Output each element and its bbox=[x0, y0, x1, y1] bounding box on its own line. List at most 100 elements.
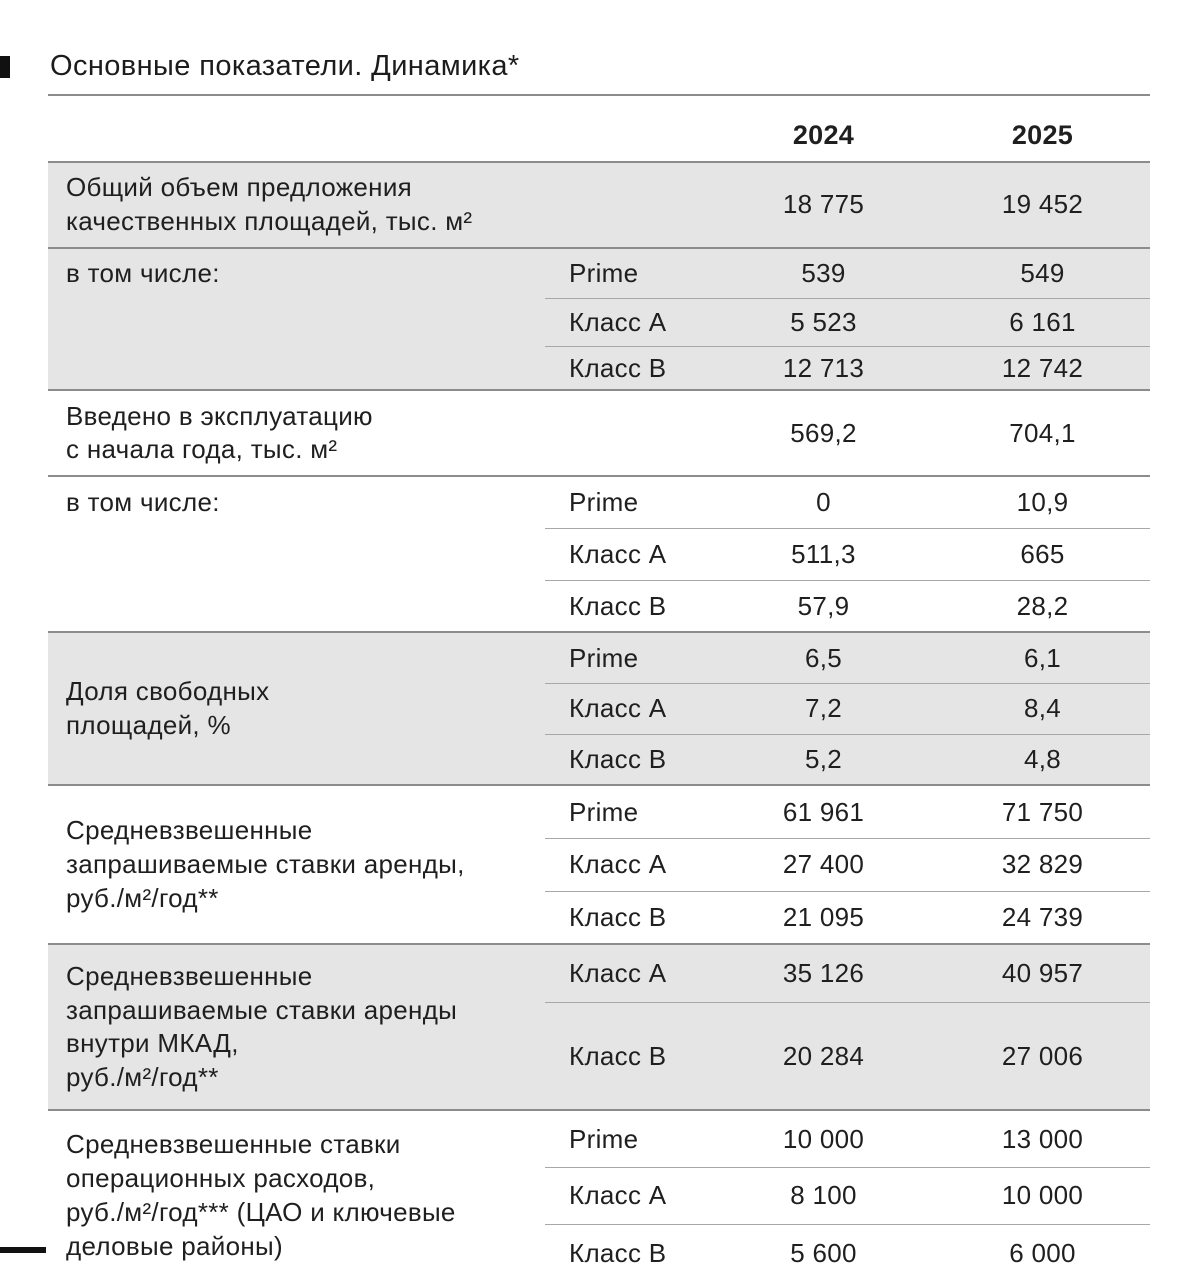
group-new-delivery: Введено в эксплуатацию с начала года, ты… bbox=[48, 390, 1150, 634]
row-label-empty bbox=[48, 528, 545, 580]
value-2025: 28,2 bbox=[935, 580, 1150, 634]
value-2024: 20 284 bbox=[712, 1002, 935, 1112]
class-label: Класс В bbox=[545, 346, 712, 392]
row-label: Средневзвешенные запрашиваемые ставки ар… bbox=[48, 785, 545, 946]
row-label: Введено в эксплуатацию с начала года, ты… bbox=[48, 390, 712, 478]
value-2025: 6 000 bbox=[1009, 1237, 1076, 1268]
class-label: Класс В bbox=[569, 1237, 667, 1268]
table-header: 2024 2025 bbox=[48, 96, 1150, 163]
value-2024: 7,2 bbox=[712, 683, 935, 735]
value-2024: 511,3 bbox=[712, 528, 935, 581]
row-label-empty bbox=[48, 298, 545, 347]
class-label: Класс В bbox=[545, 891, 712, 946]
table-row: Введено в эксплуатацию с начала года, ты… bbox=[48, 390, 1150, 478]
year-header-2024: 2024 bbox=[712, 96, 935, 163]
value-2024: 8 100 bbox=[712, 1167, 935, 1225]
table-row: Класс В 12 713 12 742 bbox=[48, 346, 1150, 392]
value-2024: 6,5 bbox=[712, 632, 935, 684]
row-label: Доля свободных площадей, % bbox=[48, 632, 545, 787]
row-label: Средневзвешенные запрашиваемые ставки ар… bbox=[48, 944, 545, 1112]
table-row: Класс В 5,2 4,8 bbox=[48, 734, 1150, 787]
table-row: Класс А 511,3 665 bbox=[48, 528, 1150, 581]
class-label: Класс В bbox=[545, 734, 712, 787]
value-2024: 18 775 bbox=[712, 162, 935, 249]
value-2025: 13 000 bbox=[935, 1110, 1150, 1168]
header-empty-cell bbox=[545, 96, 712, 163]
value-2024: 539 bbox=[712, 247, 935, 299]
value-2025: 19 452 bbox=[935, 162, 1150, 249]
value-2025: 71 750 bbox=[935, 785, 1150, 839]
page-corner-mark-bottom bbox=[0, 1247, 46, 1253]
class-label: Prime bbox=[545, 1110, 712, 1168]
table-row: в том числе: Prime 0 10,9 bbox=[48, 476, 1150, 529]
value-2025: 665 bbox=[935, 528, 1150, 581]
table-row: Класс А 5 523 6 161 bbox=[48, 298, 1150, 347]
value-2025: 10 000 bbox=[935, 1167, 1150, 1225]
table-row: Класс А 8 100 10 000 bbox=[48, 1167, 1150, 1225]
value-2025: 24 739 bbox=[935, 891, 1150, 946]
class-label: Класс А bbox=[545, 838, 712, 892]
value-2024: 12 713 bbox=[712, 346, 935, 392]
class-label: Класс А bbox=[545, 1167, 712, 1225]
value-2024: 5 600 bbox=[790, 1237, 857, 1268]
value-2025: 27 006 bbox=[935, 1002, 1150, 1112]
group-vacancy-rate: Доля свободных площадей, % Prime 6,5 6,1… bbox=[48, 632, 1150, 787]
class-label: Класс В bbox=[545, 580, 712, 634]
value-2024: 5,2 bbox=[712, 734, 935, 787]
class-label: Класс А bbox=[545, 528, 712, 581]
value-2024: 5 523 bbox=[712, 298, 935, 347]
sub-label: в том числе: bbox=[66, 486, 220, 517]
class-label: Класс А bbox=[545, 683, 712, 735]
table-row: Класс А 7,2 8,4 bbox=[48, 683, 1150, 735]
page-corner-mark-top bbox=[0, 56, 10, 78]
indicators-table: 2024 2025 Общий объем предложения качест… bbox=[48, 96, 1150, 1282]
class-label: Класс А bbox=[545, 944, 712, 1003]
value-2025: 12 742 bbox=[935, 346, 1150, 392]
value-2025: 549 bbox=[935, 247, 1150, 299]
table-row: Класс А 27 400 32 829 bbox=[48, 838, 1150, 892]
class-label: Prime bbox=[545, 476, 712, 529]
value-2025: 6 161 bbox=[935, 298, 1150, 347]
year-header-2025: 2025 bbox=[935, 96, 1150, 163]
group-asking-rents-mkad: Средневзвешенные запрашиваемые ставки ар… bbox=[48, 944, 1150, 1112]
value-2025: 704,1 bbox=[935, 390, 1150, 478]
sub-label: в том числе: bbox=[48, 247, 545, 299]
class-label: Класс А bbox=[545, 298, 712, 347]
class-label: Prime bbox=[545, 785, 712, 839]
value-2025: 4,8 bbox=[935, 734, 1150, 787]
table-header-row: 2024 2025 bbox=[48, 96, 1150, 163]
table-row: Класс В 21 095 24 739 bbox=[48, 891, 1150, 946]
class-label: Prime bbox=[545, 247, 712, 299]
row-label: Средневзвешенные ставки операционных рас… bbox=[66, 1129, 456, 1261]
value-2025: 6,1 bbox=[935, 632, 1150, 684]
value-2025: 32 829 bbox=[935, 838, 1150, 892]
row-label: Общий объем предложения качественных пло… bbox=[48, 162, 712, 249]
value-2024: 21 095 bbox=[712, 891, 935, 946]
row-label-empty bbox=[48, 346, 545, 392]
page-title: Основные показатели. Динамика* bbox=[48, 0, 1150, 96]
value-2024: 569,2 bbox=[712, 390, 935, 478]
table-row: Класс В 5 600 6 000 bbox=[48, 1224, 1150, 1281]
value-2025: 10,9 bbox=[935, 476, 1150, 529]
table-row: Средневзвешенные ставки операционных рас… bbox=[48, 1110, 1150, 1261]
value-2024: 35 126 bbox=[712, 944, 935, 1003]
table-row: Общий объем предложения качественных пло… bbox=[48, 162, 1150, 249]
group-opex-rates: Средневзвешенные ставки операционных рас… bbox=[48, 1110, 1150, 1281]
header-empty-cell bbox=[48, 96, 545, 163]
group-total-stock: Общий объем предложения качественных пло… bbox=[48, 162, 1150, 392]
class-label: Класс В bbox=[545, 1002, 712, 1112]
row-label-empty bbox=[48, 580, 545, 634]
value-2024: 0 bbox=[712, 476, 935, 529]
value-2024: 61 961 bbox=[712, 785, 935, 839]
table-row: Класс В 20 284 27 006 bbox=[48, 1002, 1150, 1112]
table-row: в том числе: Prime 539 549 bbox=[48, 247, 1150, 299]
table-row: Класс В 57,9 28,2 bbox=[48, 580, 1150, 634]
table-row: Средневзвешенные запрашиваемые ставки ар… bbox=[48, 944, 1150, 1112]
table-row: Средневзвешенные запрашиваемые ставки ар… bbox=[48, 785, 1150, 946]
class-label: Prime bbox=[545, 632, 712, 684]
value-2024: 10 000 bbox=[712, 1110, 935, 1168]
value-2024: 57,9 bbox=[712, 580, 935, 634]
table-row: Доля свободных площадей, % Prime 6,5 6,1 bbox=[48, 632, 1150, 787]
value-2025: 8,4 bbox=[935, 683, 1150, 735]
